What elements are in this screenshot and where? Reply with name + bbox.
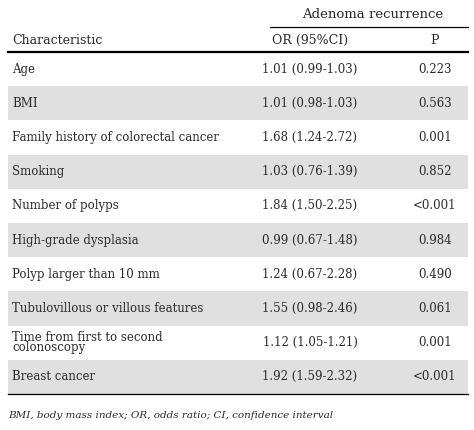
Text: 1.01 (0.99-1.03): 1.01 (0.99-1.03) xyxy=(262,63,358,76)
Text: 0.563: 0.563 xyxy=(418,97,452,110)
Text: 1.92 (1.59-2.32): 1.92 (1.59-2.32) xyxy=(263,370,357,384)
Text: 1.12 (1.05-1.21): 1.12 (1.05-1.21) xyxy=(263,336,357,349)
Text: OR (95%CI): OR (95%CI) xyxy=(272,34,348,46)
Text: 1.24 (0.67-2.28): 1.24 (0.67-2.28) xyxy=(263,268,357,281)
Text: BMI, body mass index; OR, odds ratio; CI, confidence interval: BMI, body mass index; OR, odds ratio; CI… xyxy=(8,412,333,421)
Text: 1.55 (0.98-2.46): 1.55 (0.98-2.46) xyxy=(262,302,358,315)
Bar xyxy=(8,223,468,257)
Text: colonoscopy: colonoscopy xyxy=(12,341,85,354)
Text: <0.001: <0.001 xyxy=(413,370,457,384)
Text: 0.001: 0.001 xyxy=(418,336,452,349)
Text: 1.68 (1.24-2.72): 1.68 (1.24-2.72) xyxy=(263,131,357,144)
Text: Adenoma recurrence: Adenoma recurrence xyxy=(302,9,443,22)
Text: 0.852: 0.852 xyxy=(418,165,452,178)
Text: Breast cancer: Breast cancer xyxy=(12,370,95,384)
Text: Family history of colorectal cancer: Family history of colorectal cancer xyxy=(12,131,219,144)
Text: 0.061: 0.061 xyxy=(418,302,452,315)
Text: Number of polyps: Number of polyps xyxy=(12,200,119,212)
Text: 0.984: 0.984 xyxy=(418,233,452,246)
Bar xyxy=(8,360,468,394)
Text: 1.03 (0.76-1.39): 1.03 (0.76-1.39) xyxy=(262,165,358,178)
Bar xyxy=(8,292,468,326)
Text: 1.84 (1.50-2.25): 1.84 (1.50-2.25) xyxy=(263,200,357,212)
Bar xyxy=(8,86,468,120)
Text: 0.223: 0.223 xyxy=(418,63,452,76)
Text: P: P xyxy=(431,34,439,46)
Text: 0.001: 0.001 xyxy=(418,131,452,144)
Text: High-grade dysplasia: High-grade dysplasia xyxy=(12,233,138,246)
Text: Characteristic: Characteristic xyxy=(12,34,102,46)
Text: Smoking: Smoking xyxy=(12,165,64,178)
Text: Tubulovillous or villous features: Tubulovillous or villous features xyxy=(12,302,203,315)
Text: Time from first to second: Time from first to second xyxy=(12,331,163,344)
Text: <0.001: <0.001 xyxy=(413,200,457,212)
Text: BMI: BMI xyxy=(12,97,37,110)
Text: 1.01 (0.98-1.03): 1.01 (0.98-1.03) xyxy=(263,97,357,110)
Text: 0.99 (0.67-1.48): 0.99 (0.67-1.48) xyxy=(262,233,358,246)
Text: 0.490: 0.490 xyxy=(418,268,452,281)
Text: Polyp larger than 10 mm: Polyp larger than 10 mm xyxy=(12,268,160,281)
Text: Age: Age xyxy=(12,63,35,76)
Bar xyxy=(8,155,468,189)
